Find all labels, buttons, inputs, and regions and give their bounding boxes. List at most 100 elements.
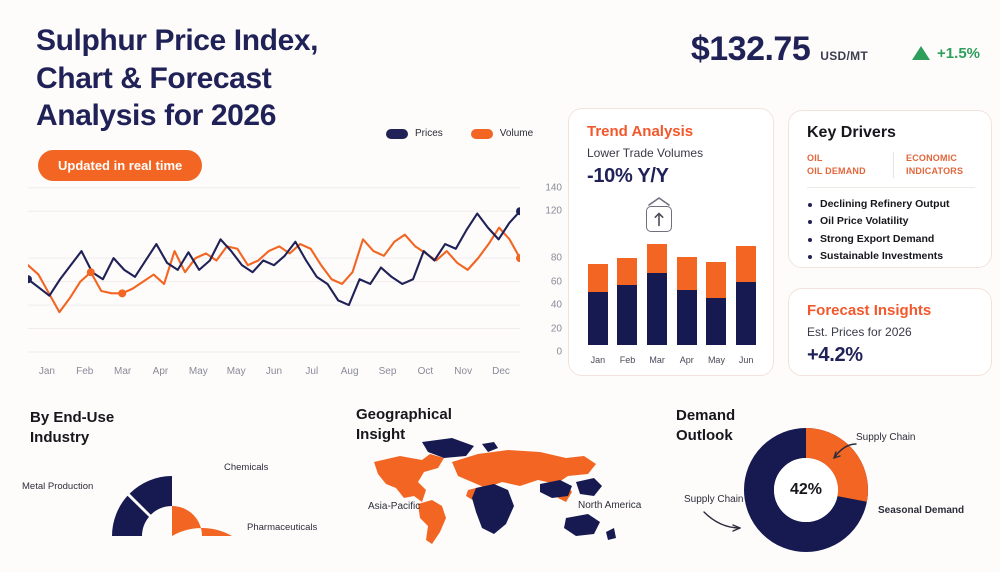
gauge-label-pharmaceuticals: Pharmaceuticals — [247, 522, 318, 533]
chart-y-axis: 140 120 80 60 40 20 0 — [528, 170, 562, 360]
x-axis-tick: Oct — [417, 366, 434, 377]
key-drivers-title: Key Drivers — [807, 124, 896, 141]
forecast-card-subtitle: Est. Prices for 2026 — [807, 325, 912, 339]
triangle-up-icon — [912, 46, 931, 60]
key-driver-item: Sustainable Investments — [807, 248, 975, 265]
tag-economic: ECONOMIC — [906, 153, 958, 163]
trend-bar-labels: Jan Feb Mar Apr May Jun — [583, 355, 761, 365]
demand-outlook-donut[interactable] — [744, 428, 868, 552]
trend-bar-segment-base — [736, 282, 757, 345]
legend-swatch-volume — [470, 128, 493, 139]
legend-item-prices[interactable]: Prices — [386, 128, 443, 139]
x-axis-tick: Dec — [492, 366, 510, 377]
legend-item-volume[interactable]: Volume — [470, 128, 533, 139]
geo-section-title: Geographical Insight — [356, 405, 452, 444]
donut-label-supply-chain-top: Supply Chain — [856, 432, 916, 443]
arrow-up-icon — [654, 212, 664, 227]
trend-bar-column — [676, 227, 697, 345]
legend-label-prices: Prices — [415, 128, 443, 139]
enduse-section-title: By End-Use Industry — [30, 408, 114, 447]
tag-oil-demand: OIL DEMAND — [807, 166, 866, 177]
key-driver-item: Declining Refinery Output — [807, 196, 975, 213]
trend-bar-label: Jun — [738, 355, 754, 365]
volume-line — [28, 226, 520, 314]
trend-bar-label: Mar — [649, 355, 665, 365]
forecast-card-title: Forecast Insights — [807, 302, 932, 319]
trend-bar-segment-top — [706, 262, 727, 298]
donut-label-supply-chain-left: Supply Chain — [684, 494, 744, 505]
y-axis-tick: 0 — [556, 346, 562, 358]
price-change-value: +1.5% — [937, 44, 980, 62]
tag-indicators: INDICATORS — [906, 166, 964, 177]
trend-bar-segment-top — [647, 243, 668, 274]
x-axis-tick: Nov — [454, 366, 473, 377]
donut-segment-supply-chain — [744, 428, 868, 552]
x-axis-tick: Feb — [76, 366, 94, 377]
enduse-title-line-2: Industry — [30, 428, 90, 446]
tag-oil: OIL — [807, 153, 823, 163]
x-axis-tick: May — [226, 366, 246, 377]
chevron-up-icon — [648, 197, 670, 206]
y-axis-tick: 140 — [545, 182, 562, 194]
key-driver-item: Strong Export Demand — [807, 231, 975, 248]
arrow-up-badge — [646, 206, 672, 232]
demand-title-line-2: Outlook — [676, 426, 733, 444]
prices-line — [28, 210, 520, 307]
key-drivers-card[interactable]: Key Drivers OIL OIL DEMAND ECONOMIC INDI… — [788, 110, 992, 268]
x-axis-tick: Jan — [38, 366, 55, 377]
trend-bar-segment-top — [617, 257, 638, 285]
y-axis-tick: 60 — [550, 276, 562, 288]
trend-bar-label: Apr — [679, 355, 694, 365]
y-axis-tick: 120 — [545, 205, 562, 217]
trend-bar-segment-top — [676, 256, 697, 290]
trend-card-header: Trend Analysis Lower Trade Volumes -10% … — [569, 109, 773, 188]
trend-bar-column — [736, 227, 757, 345]
key-drivers-tags: OIL OIL DEMAND ECONOMIC INDICATORS — [807, 152, 975, 179]
geo-title-line-2: Insight — [356, 425, 406, 443]
trend-card-title: Trend Analysis — [587, 123, 694, 140]
forecast-insights-card[interactable]: Forecast Insights Est. Prices for 2026 +… — [788, 288, 992, 376]
chart-gridlines — [28, 187, 520, 353]
key-drivers-inner: Key Drivers OIL OIL DEMAND ECONOMIC INDI… — [789, 111, 991, 265]
price-unit: USD/MT — [820, 49, 869, 63]
trend-card-subtitle: Lower Trade Volumes — [587, 146, 704, 160]
key-drivers-tag-column-left: OIL OIL DEMAND — [807, 152, 893, 178]
map-label-asia-pacific: Asia-Pacific — [368, 501, 421, 512]
x-axis-tick: Jul — [305, 366, 319, 377]
key-drivers-divider — [807, 187, 975, 189]
x-axis-tick: Apr — [152, 366, 169, 377]
enduse-title-line-1: By End-Use — [30, 409, 115, 426]
donut-label-seasonal-demand: Seasonal Demand — [878, 505, 965, 516]
trend-bar-column — [587, 227, 608, 345]
trend-bar-column — [706, 227, 727, 345]
donut-center-value: 42% — [789, 481, 823, 498]
y-axis-tick: 40 — [550, 299, 562, 311]
price-volume-line-chart[interactable] — [28, 170, 520, 360]
page-title: Sulphur Price Index, Chart & Forecast An… — [36, 22, 396, 135]
arrow-curve-top-icon — [833, 443, 857, 459]
key-drivers-list: Declining Refinery Output Oil Price Volat… — [807, 196, 975, 265]
trend-bar-segment-base — [617, 284, 638, 345]
end-use-industry-gauge[interactable] — [88, 440, 256, 540]
trend-bar-column — [617, 227, 638, 345]
trend-bar-column — [647, 227, 668, 345]
current-price: $132.75 — [690, 30, 811, 68]
key-driver-item: Oil Price Volatility — [807, 213, 975, 230]
gauge-label-metal-production: Metal Production — [22, 481, 94, 492]
trend-bar-label: Feb — [619, 355, 636, 365]
page-title-line-2: Chart & Forecast — [36, 61, 272, 95]
trend-bar-segment-base — [647, 273, 668, 345]
gauge-segment-chemicals — [172, 506, 232, 536]
trend-bar-segment-base — [706, 297, 727, 345]
x-axis-tick: Aug — [340, 366, 359, 377]
realtime-badge[interactable]: Updated in real time — [38, 150, 203, 181]
arrow-curve-left-icon — [703, 511, 741, 532]
trend-bar-segment-base — [676, 289, 697, 345]
trend-analysis-card[interactable]: Trend Analysis Lower Trade Volumes -10% … — [568, 108, 774, 376]
x-axis-tick: Jun — [265, 366, 283, 377]
chart-markers — [28, 207, 520, 298]
map-landmass-navy — [422, 438, 616, 540]
world-map[interactable] — [360, 432, 660, 552]
key-drivers-tag-column-right: ECONOMIC INDICATORS — [893, 152, 964, 179]
